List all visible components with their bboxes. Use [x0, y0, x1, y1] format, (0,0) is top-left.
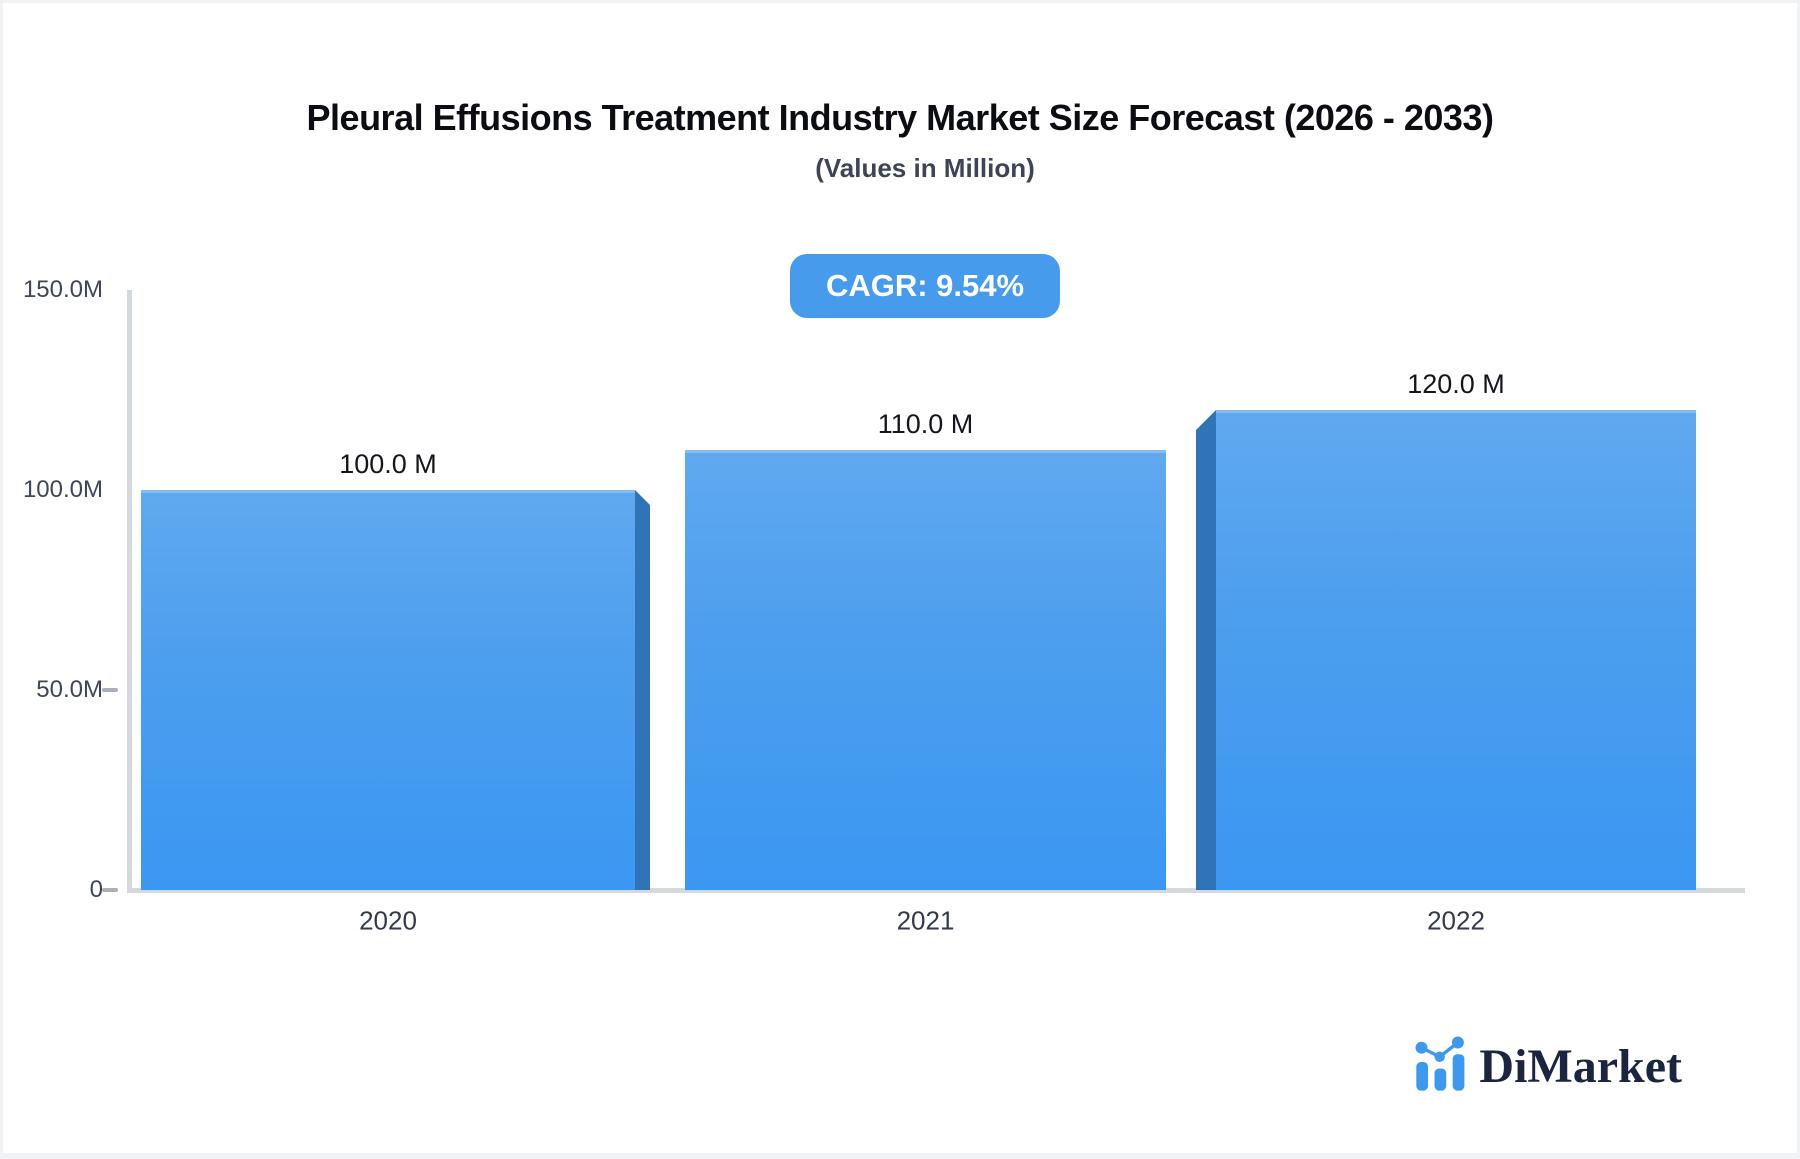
- y-tick-label: 50.0M: [36, 676, 103, 703]
- dimarket-logo-text: DiMarket: [1479, 1040, 1682, 1093]
- bar-2022: [1216, 410, 1696, 890]
- bar-3d-side: [1196, 410, 1216, 890]
- y-tick-mark: [102, 888, 118, 892]
- y-tick-label: 150.0M: [22, 276, 103, 303]
- dimarket-logo: DiMarket: [1415, 1033, 1682, 1091]
- y-tick-label: 0: [89, 876, 103, 903]
- bar-2021: [685, 450, 1166, 890]
- x-axis-label: 2021: [896, 905, 955, 936]
- x-axis-line: [127, 888, 1745, 893]
- x-axis-label: 2020: [359, 905, 417, 936]
- y-tick-label: 100.0M: [22, 476, 103, 503]
- y-tick-mark: [102, 688, 118, 692]
- bar-value-label: 110.0 M: [877, 409, 974, 439]
- cagr-badge: CAGR: 9.54%: [789, 254, 1061, 318]
- chart-card: Pleural Effusions Treatment Industry Mar…: [3, 3, 1797, 1153]
- bar-3d-side: [635, 490, 650, 890]
- bar-value-label: 100.0 M: [339, 449, 437, 479]
- bar-value-label: 120.0 M: [1407, 369, 1505, 399]
- y-axis-line: [127, 290, 132, 891]
- chart-title: Pleural Effusions Treatment Industry Mar…: [306, 97, 1494, 138]
- x-axis-label: 2022: [1427, 905, 1485, 936]
- dimarket-logo-icon: [1415, 1036, 1465, 1091]
- bar-chart: 150.0M 100.0M 50.0M 0 100.0 M 110.0 M 120.0 M…: [3, 3, 1800, 1159]
- chart-subtitle: (Values in Million): [815, 153, 1035, 183]
- bar-2020: [141, 490, 635, 890]
